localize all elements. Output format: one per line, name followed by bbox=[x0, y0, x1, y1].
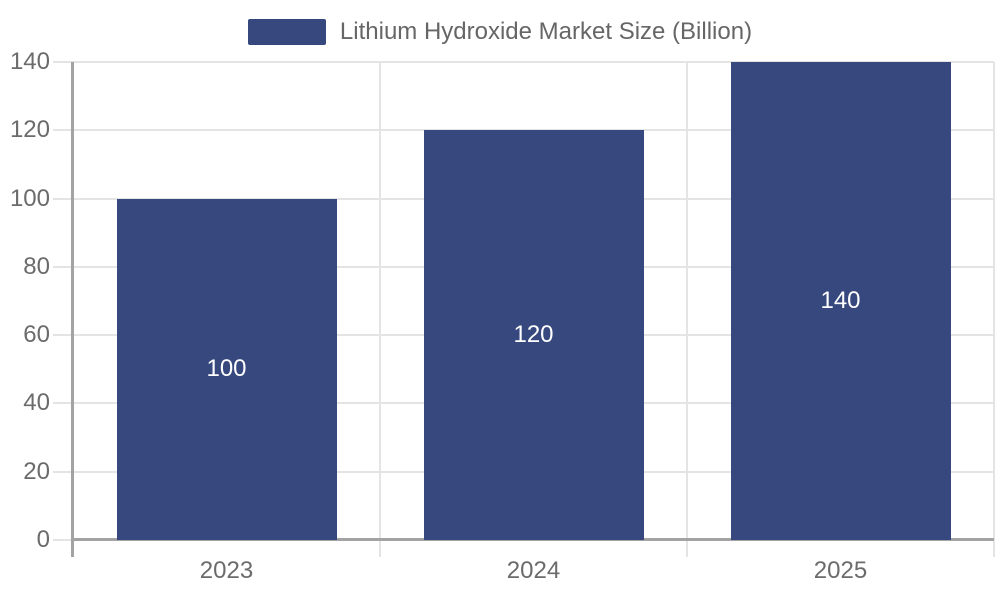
x-tick-label-2025: 2025 bbox=[813, 557, 868, 584]
legend-swatch-icon bbox=[247, 19, 326, 45]
y-tick-label-140: 140 bbox=[9, 48, 50, 75]
y-tick-label-40: 40 bbox=[23, 389, 50, 417]
y-axis-tick bbox=[53, 61, 73, 63]
gridline-y-140 bbox=[73, 61, 994, 63]
y-axis-tick bbox=[53, 334, 73, 337]
y-tick-label-0: 0 bbox=[36, 526, 50, 553]
legend-label: Lithium Hydroxide Market Size (Billion) bbox=[339, 18, 753, 45]
gridline-x-boundary bbox=[686, 62, 688, 557]
bar-2025[interactable]: 140 bbox=[730, 62, 951, 540]
x-tick-label-2023: 2023 bbox=[199, 557, 254, 584]
y-axis-tick bbox=[53, 539, 73, 541]
y-axis-tick bbox=[53, 265, 73, 268]
y-tick-label-100: 100 bbox=[9, 184, 50, 212]
y-axis-line bbox=[71, 62, 74, 557]
y-tick-label-120: 120 bbox=[9, 116, 50, 144]
y-tick-label-80: 80 bbox=[23, 252, 50, 280]
bar-2024[interactable]: 120 bbox=[423, 130, 644, 540]
bar-value-label-2023: 100 bbox=[206, 355, 247, 383]
y-tick-label-60: 60 bbox=[23, 321, 50, 349]
y-axis-tick bbox=[53, 129, 73, 132]
y-tick-label-20: 20 bbox=[23, 457, 50, 485]
bar-2023[interactable]: 100 bbox=[116, 198, 337, 540]
bar-value-label-2024: 120 bbox=[513, 321, 554, 349]
y-axis-tick bbox=[53, 470, 73, 473]
plot-area: 0 20 40 60 80 100 120 140 100 120 140 2023 2024 2025 bbox=[10, 48, 995, 584]
gridline-x-boundary bbox=[993, 62, 995, 557]
gridline-x-boundary bbox=[379, 62, 381, 557]
legend[interactable]: Lithium Hydroxide Market Size (Billion) bbox=[0, 18, 1000, 46]
x-tick-label-2024: 2024 bbox=[506, 557, 561, 584]
bar-value-label-2025: 140 bbox=[820, 287, 861, 314]
y-axis-tick bbox=[53, 402, 73, 405]
y-axis-tick bbox=[53, 197, 73, 200]
